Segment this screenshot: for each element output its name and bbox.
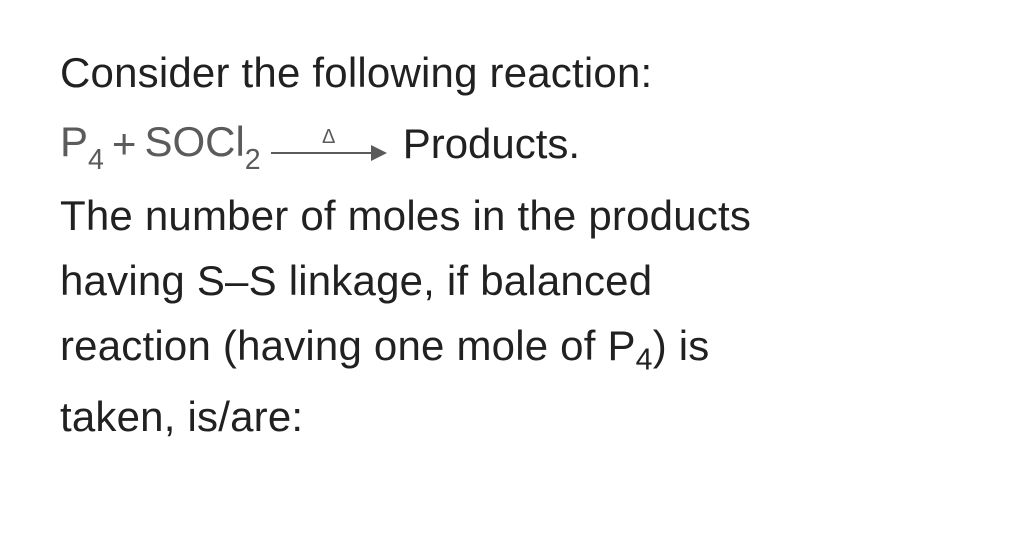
arrow-head-icon — [371, 145, 387, 161]
p4-inline-subscript: 4 — [636, 343, 653, 376]
line5-text-b: ) is — [653, 322, 710, 369]
p-symbol: P — [60, 118, 88, 165]
reactant-socl2: SOCl2 — [144, 109, 260, 179]
reactant-p4: P4 — [60, 109, 104, 179]
socl2-subscript: 2 — [245, 144, 261, 176]
line5-text-a: reaction (having one mole of P — [60, 322, 636, 369]
body-line-1: The number of moles in the products — [60, 183, 964, 248]
body-line-3: reaction (having one mole of P4) is — [60, 313, 964, 384]
delta-symbol: Δ — [322, 127, 335, 147]
body-line-2: having S–S linkage, if balanced — [60, 248, 964, 313]
products-label: Products. — [403, 111, 580, 176]
question-container: Consider the following reaction: P4 + SO… — [60, 40, 964, 449]
arrow-graphic — [271, 145, 387, 161]
p4-subscript: 4 — [88, 144, 104, 176]
body-line-4: taken, is/are: — [60, 384, 964, 449]
intro-line: Consider the following reaction: — [60, 40, 964, 105]
arrow-shaft — [271, 152, 371, 155]
plus-sign: + — [112, 111, 137, 176]
reaction-line: P4 + SOCl2 Δ Products. — [60, 109, 964, 179]
socl-text: SOCl — [144, 118, 244, 165]
reaction-arrow: Δ — [271, 127, 387, 161]
